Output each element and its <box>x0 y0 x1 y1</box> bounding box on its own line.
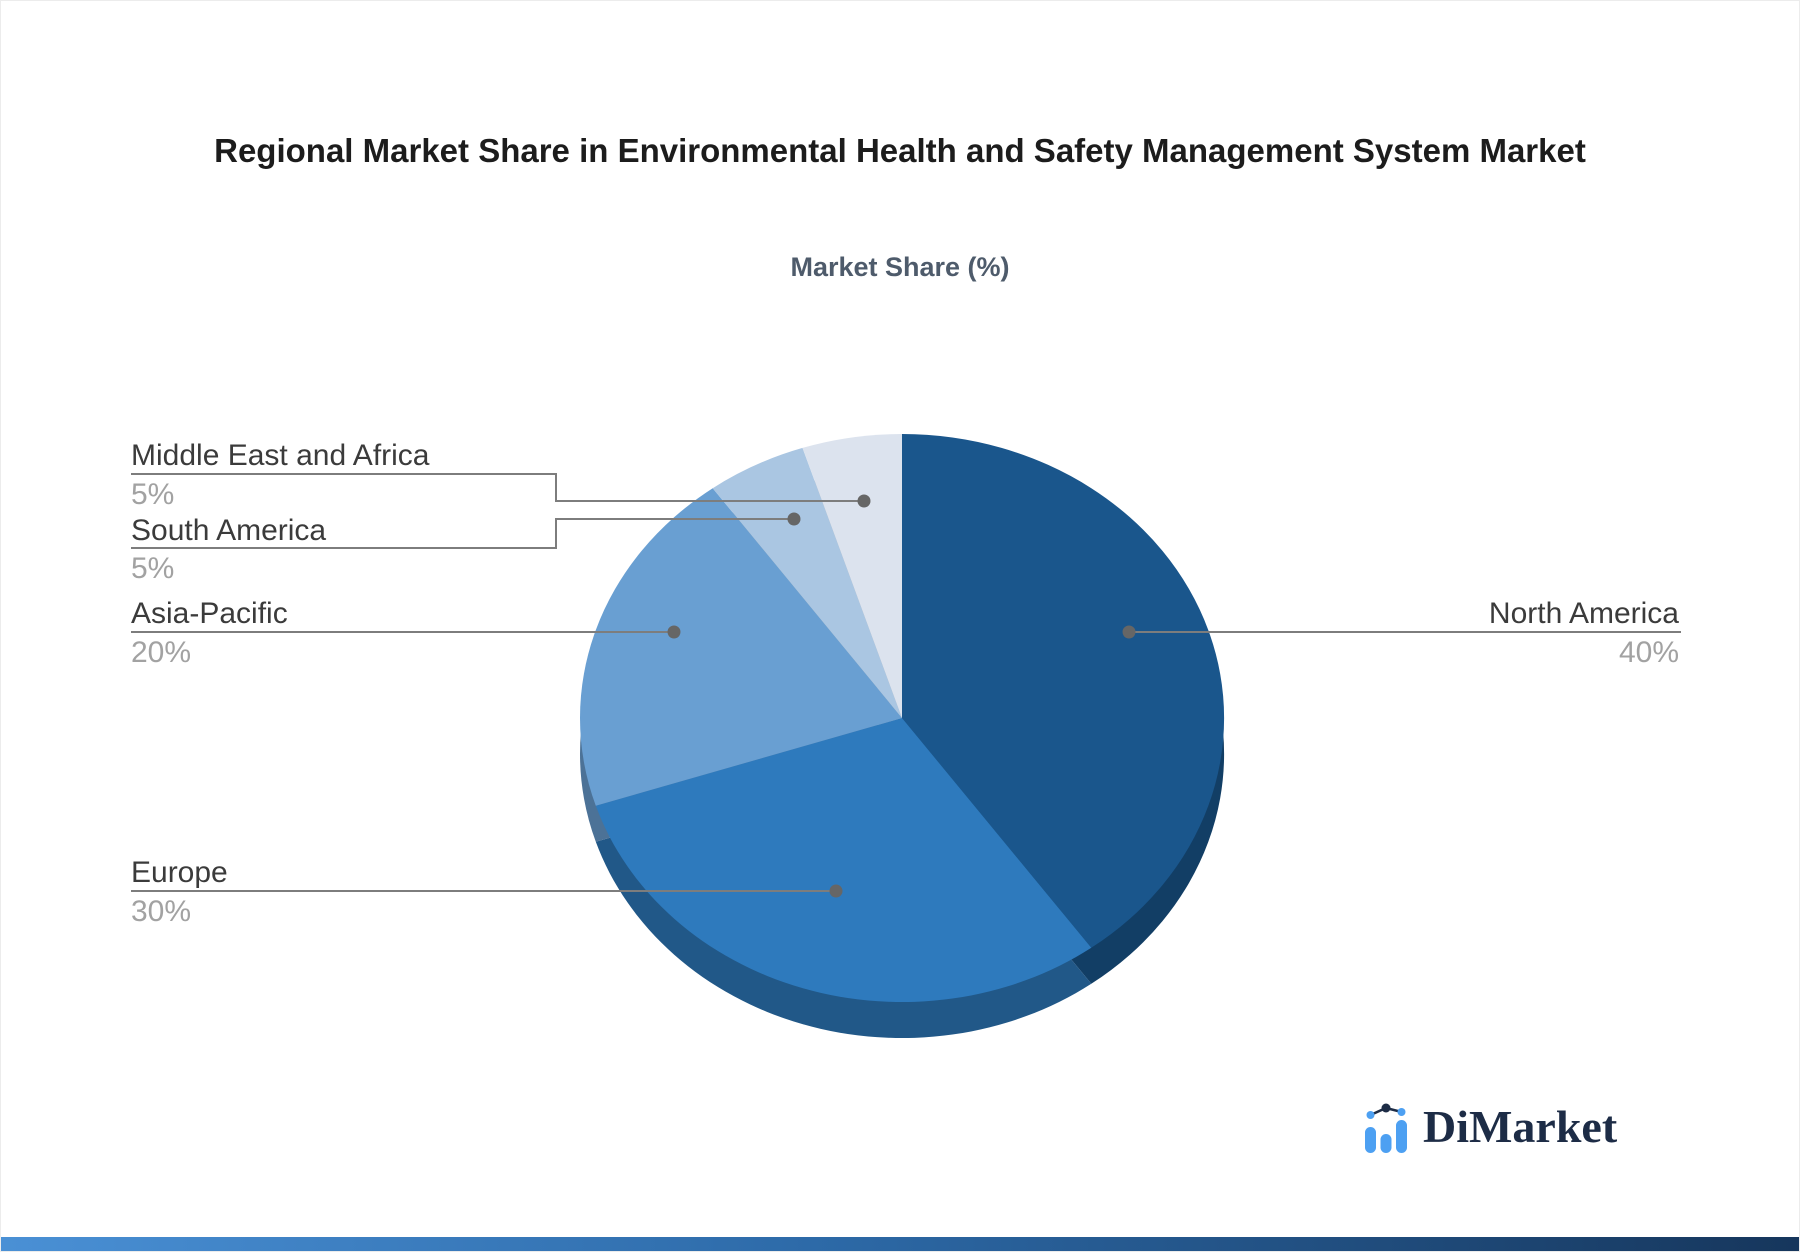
leader-dot-south-america <box>787 512 801 526</box>
leader-line-middle-east-and-africa <box>131 473 864 502</box>
chart-subtitle: Market Share (%) <box>790 252 1010 282</box>
dimarket-logo-text: DiMarket <box>1423 1101 1618 1152</box>
footer-accent-bar <box>1 1237 1799 1251</box>
slice-north-america <box>902 434 1225 948</box>
slice-asia-pacific <box>580 488 902 806</box>
leader-dot-asia-pacific <box>667 625 681 639</box>
slice-label: Europe <box>131 856 228 889</box>
slice-label: North America <box>1488 597 1679 630</box>
slice-label: Middle East and Africa <box>131 439 430 472</box>
slice-percent: 20% <box>131 636 192 669</box>
slice-label: South America <box>131 514 327 547</box>
slice-percent: 40% <box>1618 636 1679 669</box>
leader-dot-middle-east-and-africa <box>857 494 871 508</box>
leader-dot-europe <box>829 884 843 898</box>
leader-dot-north-america <box>1122 625 1136 639</box>
leader-line-south-america <box>131 518 794 549</box>
dimarket-logo: DiMarket <box>1363 1097 1617 1153</box>
slice-percent: 5% <box>131 478 175 511</box>
slice-middle-east-and-africa <box>802 434 902 718</box>
slice-percent: 30% <box>131 895 192 928</box>
slice-label: Asia-Pacific <box>131 597 288 630</box>
dimarket-logo-icon <box>1365 1103 1407 1153</box>
chart-title: Regional Market Share in Environmental H… <box>214 132 1586 169</box>
slice-percent: 5% <box>131 552 175 585</box>
slice-europe <box>595 718 1092 1003</box>
slice-south-america <box>712 447 902 718</box>
